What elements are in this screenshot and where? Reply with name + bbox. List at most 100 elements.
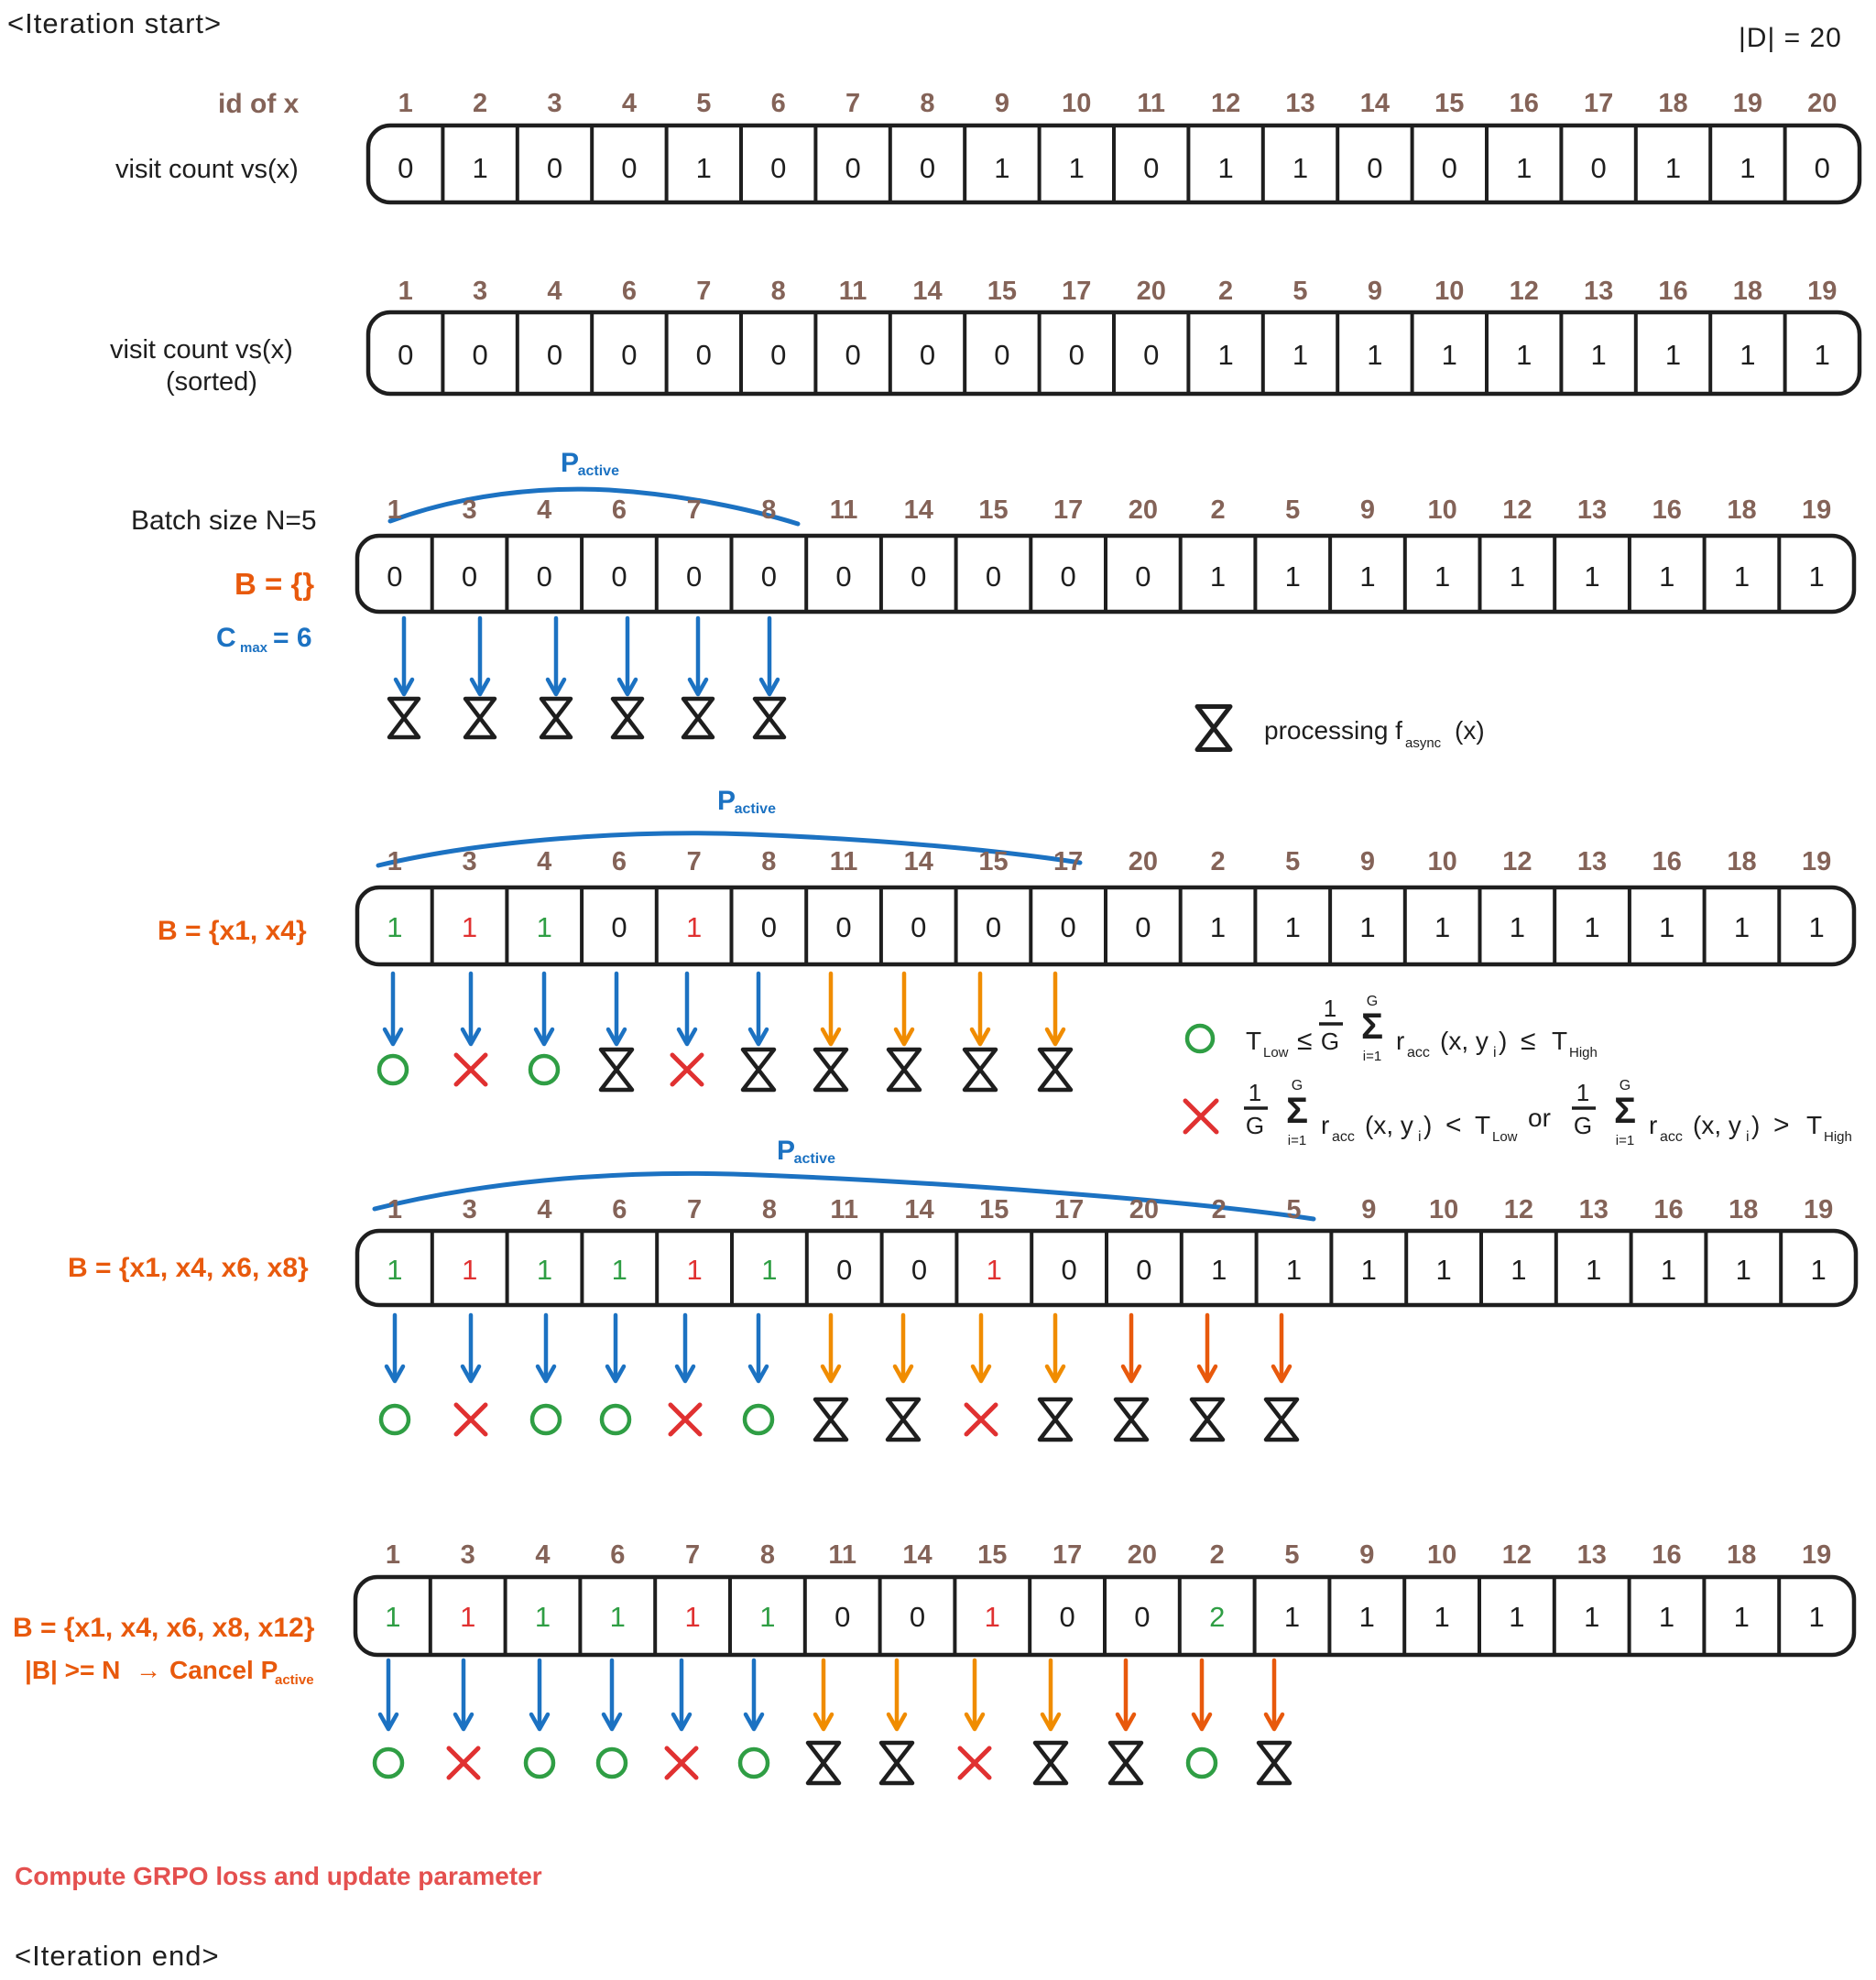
svg-text:0: 0: [1143, 339, 1159, 371]
svg-text:1: 1: [1442, 339, 1457, 371]
svg-text:0: 0: [547, 152, 562, 184]
svg-text:1: 1: [1516, 152, 1532, 184]
svg-text:1: 1: [1359, 560, 1375, 593]
svg-text:(x, y: (x, y: [1440, 1027, 1489, 1055]
svg-text:1: 1: [472, 152, 487, 184]
svg-text:r: r: [1649, 1111, 1657, 1139]
svg-text:11: 11: [830, 1195, 858, 1224]
svg-text:1: 1: [398, 89, 413, 118]
svg-text:1: 1: [1740, 152, 1755, 184]
svg-text:): ): [1499, 1027, 1507, 1055]
svg-text:13: 13: [1285, 89, 1314, 118]
svg-text:1: 1: [1734, 1601, 1750, 1633]
svg-text:0: 0: [686, 560, 702, 593]
svg-text:0: 0: [761, 560, 777, 593]
svg-text:1: 1: [387, 1195, 402, 1224]
svg-text:i=1: i=1: [1288, 1133, 1306, 1148]
svg-text:0: 0: [835, 560, 851, 593]
svg-text:2: 2: [1212, 1195, 1227, 1224]
svg-text:0: 0: [1061, 911, 1076, 943]
svg-text:20: 20: [1128, 1540, 1157, 1570]
svg-text:20: 20: [1129, 495, 1158, 525]
svg-text:0: 0: [611, 560, 627, 593]
svg-text:7: 7: [687, 495, 702, 525]
svg-text:active: active: [578, 463, 619, 479]
svg-text:5: 5: [1285, 847, 1300, 876]
svg-text:0: 0: [761, 911, 777, 943]
svg-text:20: 20: [1129, 847, 1158, 876]
svg-text:7: 7: [687, 1195, 702, 1224]
svg-text:1: 1: [1576, 1079, 1589, 1106]
svg-text:1: 1: [462, 911, 477, 943]
svg-text:B = {x1, x4}: B = {x1, x4}: [158, 916, 307, 946]
svg-text:= 6: = 6: [273, 623, 312, 653]
svg-text:P: P: [717, 786, 736, 816]
svg-text:T: T: [1475, 1111, 1490, 1139]
svg-text:0: 0: [1134, 1601, 1150, 1633]
svg-text:3: 3: [462, 495, 476, 525]
svg-text:0: 0: [462, 560, 477, 593]
svg-text:1: 1: [1584, 911, 1599, 943]
svg-text:14: 14: [912, 277, 942, 306]
svg-text:1: 1: [1659, 1601, 1674, 1633]
svg-text:0: 0: [1367, 152, 1382, 184]
svg-text:T: T: [1552, 1027, 1567, 1055]
svg-text:8: 8: [920, 89, 934, 118]
svg-text:i=1: i=1: [1363, 1049, 1381, 1064]
svg-text:C: C: [216, 623, 236, 653]
svg-text:id of x: id of x: [218, 89, 300, 119]
svg-text:17: 17: [1054, 1195, 1084, 1224]
svg-text:1: 1: [1810, 1254, 1826, 1286]
svg-text:11: 11: [828, 1540, 856, 1570]
svg-text:12: 12: [1502, 1540, 1532, 1570]
svg-text:|D| = 20: |D| = 20: [1739, 23, 1842, 53]
svg-text:T: T: [1246, 1027, 1261, 1055]
svg-text:0: 0: [387, 560, 402, 593]
svg-text:1: 1: [1367, 339, 1382, 371]
svg-text:G: G: [1367, 994, 1378, 1009]
svg-text:High: High: [1824, 1129, 1852, 1145]
svg-text:1: 1: [537, 911, 552, 943]
svg-text:10: 10: [1434, 277, 1464, 306]
svg-text:4: 4: [547, 277, 562, 306]
svg-text:0: 0: [911, 560, 926, 593]
svg-text:16: 16: [1653, 1195, 1683, 1224]
svg-text:11: 11: [839, 277, 867, 306]
svg-text:1: 1: [1590, 339, 1606, 371]
svg-text:Σ: Σ: [1361, 1006, 1383, 1047]
svg-text:≤: ≤: [1521, 1026, 1535, 1056]
svg-text:visit count vs(x): visit count vs(x): [110, 335, 293, 364]
svg-text:→: →: [136, 1656, 161, 1684]
svg-text:11: 11: [830, 847, 858, 876]
svg-text:0: 0: [1143, 152, 1159, 184]
svg-text:10: 10: [1429, 1195, 1458, 1224]
svg-text:3: 3: [547, 89, 562, 118]
svg-text:15: 15: [1434, 89, 1464, 118]
svg-text:1: 1: [1734, 560, 1750, 593]
svg-text:9: 9: [1360, 847, 1375, 876]
svg-text:0: 0: [911, 1254, 927, 1286]
svg-text:>: >: [1773, 1110, 1790, 1140]
svg-text:1: 1: [1249, 1079, 1261, 1106]
svg-text:(x): (x): [1455, 716, 1485, 745]
svg-text:20: 20: [1807, 89, 1837, 118]
svg-text:1: 1: [1815, 339, 1830, 371]
svg-text:17: 17: [1062, 277, 1091, 306]
svg-text:16: 16: [1510, 89, 1539, 118]
svg-text:1: 1: [1511, 1254, 1526, 1286]
svg-text:20: 20: [1129, 1195, 1159, 1224]
svg-text:1: 1: [987, 1254, 1002, 1286]
svg-text:16: 16: [1652, 847, 1682, 876]
svg-text:2: 2: [1210, 1540, 1225, 1570]
svg-text:r: r: [1321, 1111, 1329, 1139]
svg-text:0: 0: [547, 339, 562, 371]
svg-text:1: 1: [1659, 560, 1674, 593]
svg-text:5: 5: [1285, 495, 1300, 525]
svg-text:max: max: [240, 640, 268, 656]
svg-text:10: 10: [1428, 495, 1457, 525]
svg-text:17: 17: [1053, 847, 1083, 876]
svg-text:i: i: [1493, 1045, 1497, 1061]
svg-text:1: 1: [1434, 560, 1450, 593]
svg-text:1: 1: [1069, 152, 1085, 184]
svg-text:20: 20: [1137, 277, 1166, 306]
